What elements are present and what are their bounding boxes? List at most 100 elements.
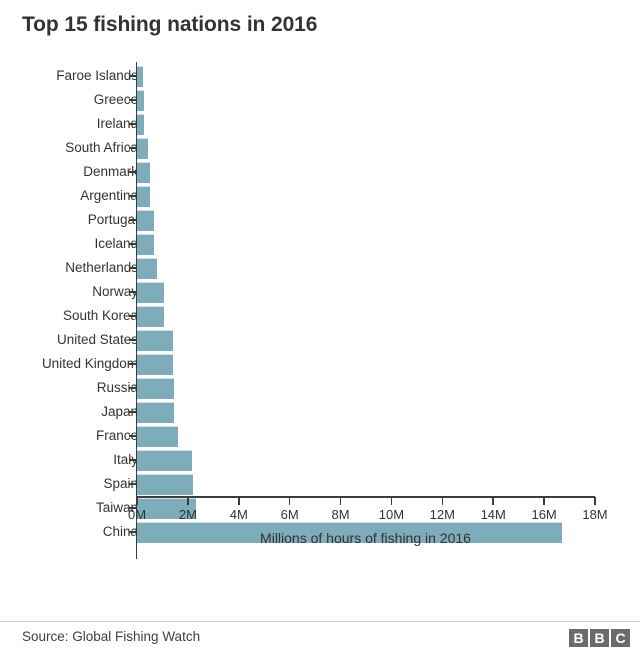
x-axis-line (136, 496, 595, 498)
category-label: Norway (92, 284, 138, 299)
bar-row: Argentina (0, 184, 640, 208)
x-tick-mark (339, 497, 342, 505)
x-tick-label: 18M (582, 507, 608, 522)
bar-row: Ireland (0, 112, 640, 136)
bar (137, 186, 151, 207)
y-tick-mark (129, 99, 136, 101)
y-tick-mark (129, 291, 136, 293)
bar-row: South Korea (0, 304, 640, 328)
bar-row: Portugal (0, 208, 640, 232)
x-tick-label: 6M (280, 507, 299, 522)
bar (137, 66, 144, 87)
x-tick-label: 8M (331, 507, 350, 522)
y-tick-mark (129, 363, 136, 365)
x-tick-mark (390, 497, 393, 505)
x-tick-mark (492, 497, 495, 505)
x-tick-mark (441, 497, 444, 505)
bar (137, 498, 196, 519)
bbc-logo-block: C (611, 629, 630, 647)
bar (137, 234, 155, 255)
y-axis-line (136, 62, 137, 559)
y-tick-mark (129, 219, 136, 221)
bar (137, 402, 174, 423)
category-label: France (95, 428, 138, 443)
bar-row: United States (0, 328, 640, 352)
y-tick-mark (129, 387, 136, 389)
bar (137, 162, 151, 183)
bar-row: United Kingdom (0, 352, 640, 376)
category-label: Japan (101, 404, 138, 419)
bar-row: Taiwan (0, 496, 640, 520)
y-tick-mark (129, 171, 136, 173)
source-attribution: Source: Global Fishing Watch (22, 629, 201, 644)
bbc-logo-block: B (590, 629, 609, 647)
y-tick-mark (129, 459, 136, 461)
x-tick-label: 2M (178, 507, 197, 522)
y-tick-mark (129, 483, 136, 485)
bar (137, 378, 174, 399)
category-label: Faroe Islands (56, 68, 138, 83)
bar (137, 114, 145, 135)
y-tick-mark (129, 339, 136, 341)
category-label: Russia (96, 380, 138, 395)
y-tick-mark (129, 123, 136, 125)
x-tick-label: 16M (531, 507, 557, 522)
bar (137, 138, 148, 159)
y-tick-mark (129, 435, 136, 437)
x-tick-mark (237, 497, 240, 505)
x-axis: 0M 2M 4M 6M 8M 10M 12M 14M 16M 18M Millions of ho… (0, 496, 640, 556)
bar (137, 522, 562, 543)
bar-row: France (0, 424, 640, 448)
bar-row: South Africa (0, 136, 640, 160)
bar-row: China (0, 520, 640, 544)
y-tick-mark (129, 147, 136, 149)
category-label: Italy (113, 452, 138, 467)
page-title: Top 15 fishing nations in 2016 (22, 13, 318, 36)
x-tick-label: 0M (127, 507, 147, 522)
category-label: China (102, 524, 138, 539)
bar (137, 426, 178, 447)
y-tick-mark (129, 411, 136, 413)
x-tick-label: 14M (480, 507, 506, 522)
bbc-logo-block: B (569, 629, 588, 647)
category-label: Portugal (87, 212, 138, 227)
x-axis-title: Millions of hours of fishing in 2016 (260, 530, 471, 546)
x-tick-mark (594, 497, 596, 505)
bar-row: Norway (0, 280, 640, 304)
y-tick-mark (129, 267, 136, 269)
bar (137, 474, 193, 495)
category-label: South Africa (65, 140, 138, 155)
y-tick-mark (129, 531, 136, 533)
y-tick-mark (129, 507, 136, 509)
bar-row: Denmark (0, 160, 640, 184)
bar-row: Japan (0, 400, 640, 424)
x-tick-label: 4M (229, 507, 248, 522)
bar-row: Russia (0, 376, 640, 400)
bar (137, 210, 155, 231)
category-label: United Kingdom (41, 356, 138, 371)
y-tick-mark (129, 195, 136, 197)
bar (137, 354, 173, 375)
x-tick-mark (187, 497, 189, 505)
category-label: Greece (93, 92, 138, 107)
y-tick-mark (129, 75, 136, 77)
y-tick-mark (129, 315, 136, 317)
bar (137, 258, 158, 279)
bar (137, 282, 164, 303)
category-label: Netherlands (65, 260, 138, 275)
bar-row: Italy (0, 448, 640, 472)
category-label: Taiwan (95, 500, 138, 515)
bar (137, 306, 164, 327)
bar-rows: Faroe Islands Greece Ireland South Africa De… (0, 64, 640, 544)
plot-area: Faroe Islands Greece Ireland South Africa De… (0, 62, 640, 567)
x-tick-label: 12M (429, 507, 455, 522)
bar (137, 450, 192, 471)
category-label: Spain (103, 476, 138, 491)
x-tick-label: 10M (378, 507, 405, 522)
category-label: Argentina (80, 188, 138, 203)
category-label: Denmark (83, 164, 138, 179)
x-tick-mark (543, 497, 545, 505)
bar-row: Netherlands (0, 256, 640, 280)
